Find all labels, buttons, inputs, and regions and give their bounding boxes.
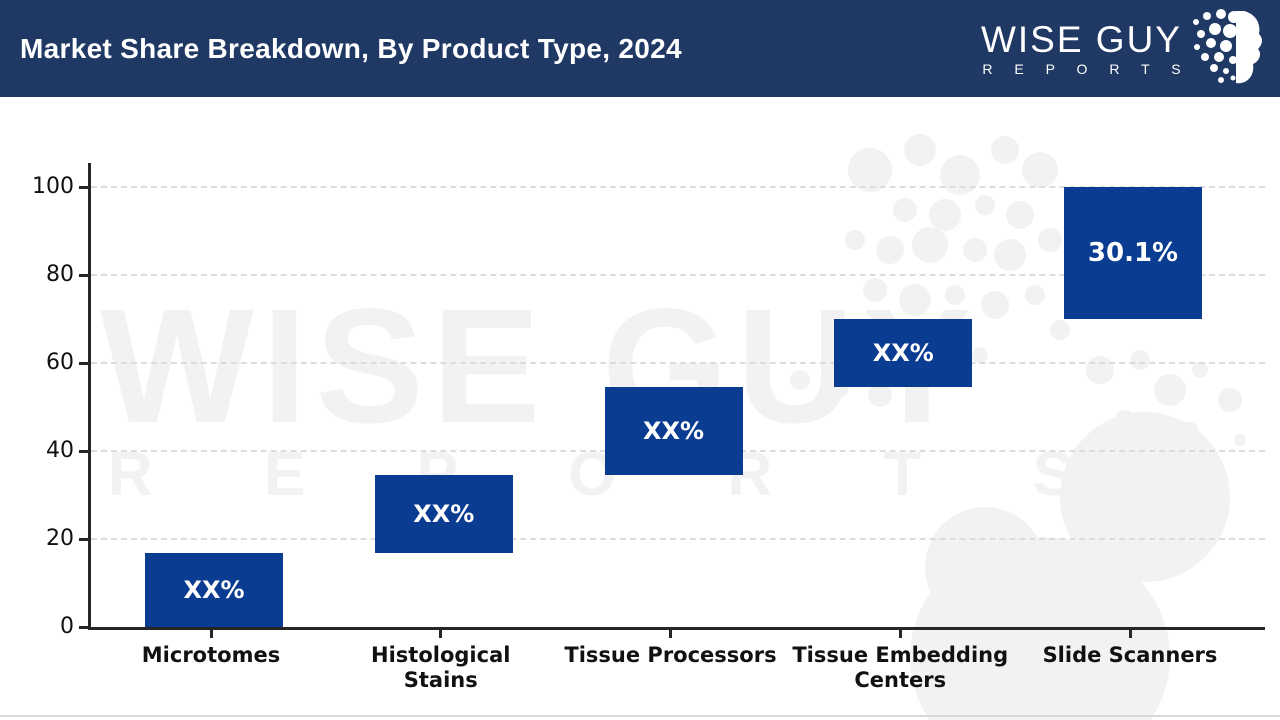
x-tick-label-tissue-processors: Tissue Processors [564, 643, 777, 667]
bar-slide-scanners: 30.1% [1064, 187, 1202, 320]
footer-divider [0, 715, 1280, 717]
y-tick-mark [79, 274, 88, 277]
y-tick-mark [79, 186, 88, 189]
y-tick-mark [79, 538, 88, 541]
y-tick-label-20: 20 [46, 526, 74, 551]
y-tick-mark [79, 362, 88, 365]
wiseguy-logo-text: WISE GUY R E P O R T S [981, 21, 1182, 76]
bar-value-label: XX% [642, 417, 705, 446]
x-tick-mark [439, 630, 443, 638]
bar-value-label: XX% [413, 500, 475, 529]
y-tick-label-40: 40 [46, 438, 74, 463]
y-tick-mark [79, 450, 88, 453]
bar-tissue-processors: XX% [604, 387, 743, 476]
bar-value-label: XX% [183, 576, 245, 605]
wiseguy-logo: WISE GUY R E P O R T S [981, 0, 1262, 97]
bar-histological-stains: XX% [374, 475, 513, 554]
gridline-100 [91, 186, 1265, 188]
x-tick-mark [669, 630, 672, 638]
x-tick-mark [1128, 630, 1132, 638]
logo-wordmark: WISE GUY [980, 19, 1182, 60]
x-tick-label-tissue-embedding-centers: Tissue Embedding Centers [792, 643, 1009, 692]
bar-value-label: 30.1% [1087, 238, 1179, 269]
wiseguy-face-icon [1193, 8, 1262, 83]
chart-area: WISE GUY R E P O R T S [0, 97, 1280, 720]
bar-tissue-embedding-centers: XX% [834, 319, 973, 388]
gridline-60 [91, 362, 1265, 364]
plot-area: XX% XX% XX% XX% 30.1% [88, 163, 1265, 630]
x-tick-label-slide-scanners: Slide Scanners [1042, 643, 1218, 667]
gridline-80 [91, 274, 1265, 276]
header-bar: Market Share Breakdown, By Product Type,… [0, 0, 1280, 97]
x-tick-label-microtomes: Microtomes [141, 643, 281, 667]
y-tick-label-100: 100 [32, 174, 74, 199]
bar-value-label: XX% [872, 339, 934, 368]
y-tick-mark [79, 626, 88, 629]
y-tick-label-80: 80 [46, 262, 74, 287]
y-tick-label-60: 60 [46, 350, 74, 375]
gridline-20 [91, 538, 1265, 540]
x-tick-mark [898, 630, 902, 638]
y-tick-label-0: 0 [60, 614, 74, 639]
x-tick-mark [209, 630, 213, 638]
page-title: Market Share Breakdown, By Product Type,… [20, 32, 682, 64]
x-tick-label-histological-stains: Histological Stains [371, 643, 511, 692]
bar-microtomes: XX% [145, 553, 283, 627]
logo-subtitle: R E P O R T S [982, 61, 1190, 77]
